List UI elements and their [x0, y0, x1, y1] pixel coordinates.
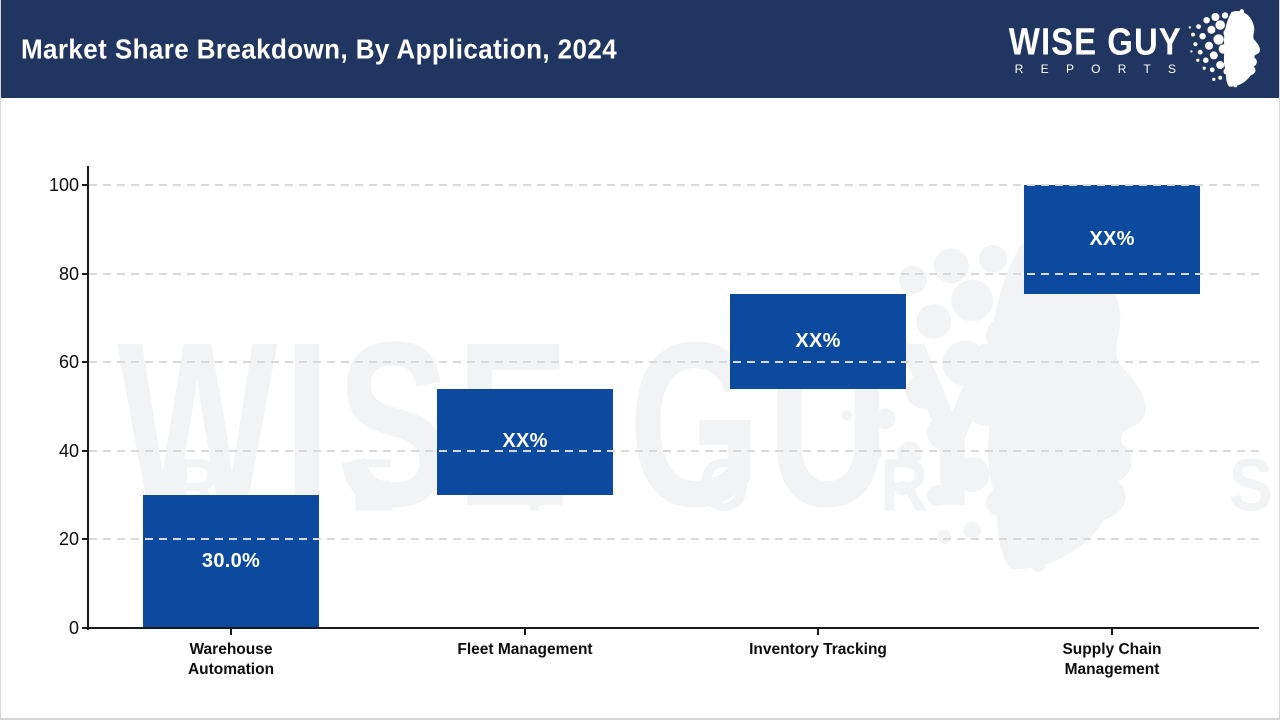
bar-inventory-tracking: XX% — [730, 293, 906, 389]
bar-supply-chain-management: XX% — [1024, 185, 1200, 294]
logo-subtitle: R E P O R T S — [1014, 61, 1183, 76]
bar-warehouse-automation: 30.0% — [143, 495, 319, 628]
x-category-label-supply-chain-management: Supply Chain Management — [1062, 641, 1162, 678]
y-axis-line — [87, 166, 89, 630]
y-tick-100 — [82, 184, 89, 186]
x-tick-fleet-management — [524, 629, 526, 635]
x-tick-warehouse-automation — [230, 629, 232, 635]
x-tick-supply-chain-management — [1111, 629, 1113, 635]
report-header: Market Share Breakdown, By Application, … — [1, 0, 1279, 98]
y-tick-80 — [82, 272, 89, 275]
logo-wordmark: WISE GUY — [1008, 19, 1182, 63]
y-tick-20 — [82, 538, 89, 541]
bar-value-label: XX% — [1089, 227, 1135, 250]
bar-value-label: XX% — [502, 430, 548, 453]
x-category-label-inventory-tracking: Inventory Tracking — [749, 641, 887, 658]
bar-value-label: 30.0% — [201, 550, 261, 573]
y-tick-40 — [82, 449, 89, 452]
bar-value-label: XX% — [795, 329, 841, 352]
gridline-80 — [89, 272, 1259, 275]
gridline-100 — [89, 184, 1259, 186]
chart-title: Market Share Breakdown, By Application, … — [21, 32, 618, 65]
gridline-60 — [89, 361, 1259, 364]
y-tick-label-40: 40 — [58, 440, 79, 461]
logo-text: WISE GUY R E P O R T S — [1008, 19, 1183, 76]
bar-fleet-management: XX% — [437, 388, 613, 496]
y-tick-label-80: 80 — [58, 263, 79, 284]
y-tick-60 — [82, 361, 89, 364]
gridline-20 — [89, 538, 1259, 541]
x-tick-inventory-tracking — [817, 629, 819, 635]
y-tick-label-60: 60 — [58, 352, 79, 373]
gridline-40 — [89, 449, 1259, 452]
x-category-label-fleet-management: Fleet Management — [457, 641, 593, 658]
y-tick-label-20: 20 — [58, 529, 79, 550]
y-tick-label-100: 100 — [48, 175, 79, 195]
wise-guy-reports-logo: WISE GUY R E P O R T S — [1008, 7, 1265, 91]
x-category-label-warehouse-automation: Warehouse Automation — [187, 641, 275, 678]
y-tick-0 — [82, 627, 89, 629]
x-axis-line — [87, 627, 1259, 629]
y-tick-label-0: 0 — [68, 618, 79, 638]
